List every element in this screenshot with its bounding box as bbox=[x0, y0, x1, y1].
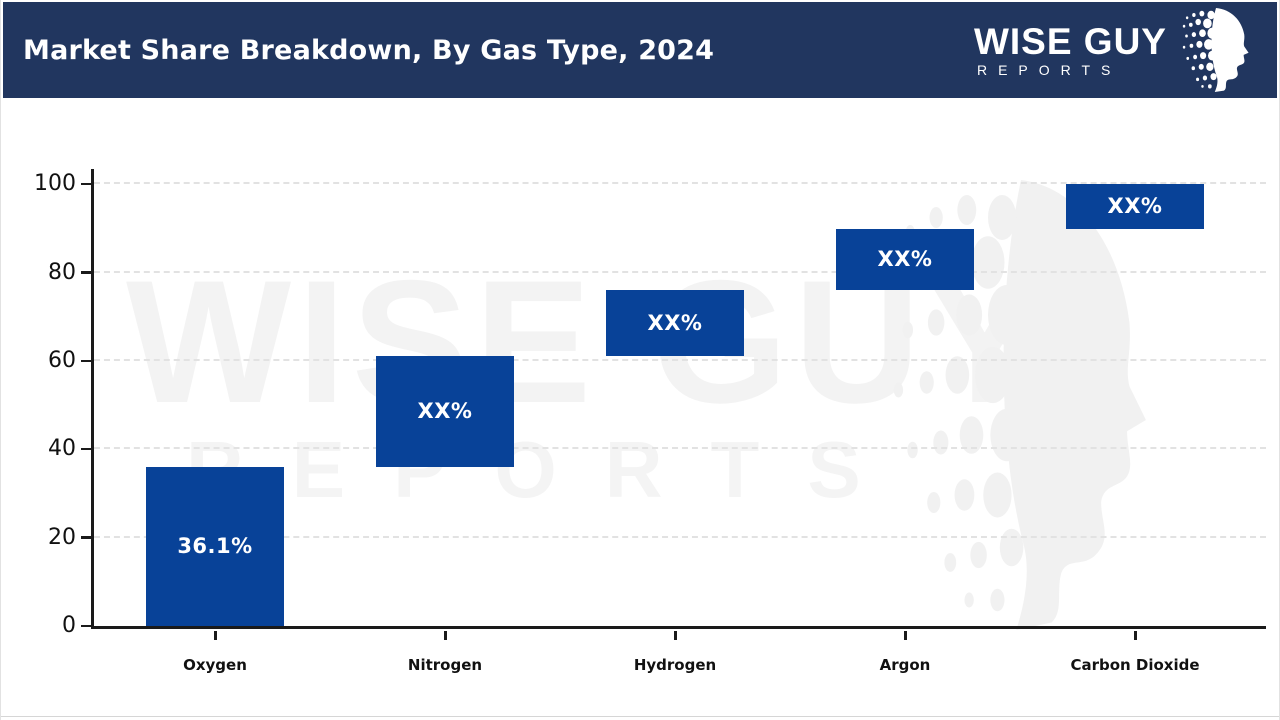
y-tick-label-60: 60 bbox=[48, 348, 76, 374]
bar-value-label-hydrogen: XX% bbox=[647, 310, 703, 335]
x-tick-label-nitrogen: Nitrogen bbox=[407, 656, 483, 674]
y-tick-label-80: 80 bbox=[48, 259, 76, 285]
page-title: Market Share Breakdown, By Gas Type, 202… bbox=[23, 34, 715, 66]
bar-hydrogen: XX% bbox=[606, 289, 744, 356]
y-tick-mark-20 bbox=[81, 536, 91, 539]
bar-value-label-carbon-dioxide: XX% bbox=[1107, 194, 1163, 219]
brand-name: WISE GUY bbox=[973, 21, 1167, 62]
gridline-y100 bbox=[94, 182, 1266, 185]
bar-nitrogen: XX% bbox=[376, 355, 514, 467]
x-tick-mark-argon bbox=[904, 631, 907, 640]
bottom-border-line bbox=[1, 716, 1279, 717]
bar-value-label-nitrogen: XX% bbox=[417, 399, 473, 424]
y-tick-label-0: 0 bbox=[62, 613, 76, 638]
x-tick-mark-hydrogen bbox=[674, 631, 677, 640]
brand-logo-text: WISE GUY REPORTS bbox=[974, 23, 1167, 77]
bar-argon: XX% bbox=[836, 228, 974, 290]
y-tick-mark-100 bbox=[81, 182, 91, 186]
plot-area: 0 20 40 60 80 100 36.1% Oxygen XX% Nitrogen XX% Hyd… bbox=[34, 169, 1266, 674]
gridline-y60 bbox=[94, 359, 1266, 362]
y-tick-mark-40 bbox=[81, 447, 91, 451]
x-tick-mark-oxygen bbox=[214, 631, 217, 640]
bar-oxygen: 36.1% bbox=[146, 466, 284, 626]
gridline-y40 bbox=[94, 447, 1266, 450]
x-tick-mark-nitrogen bbox=[444, 631, 447, 640]
bar-value-label-argon: XX% bbox=[877, 247, 933, 272]
x-tick-label-argon: Argon bbox=[879, 656, 931, 674]
x-tick-label-oxygen: Oxygen bbox=[183, 656, 247, 674]
y-tick-mark-60 bbox=[81, 359, 91, 363]
y-tick-label-100: 100 bbox=[34, 171, 76, 197]
y-tick-label-20: 20 bbox=[48, 524, 76, 550]
y-tick-mark-80 bbox=[81, 271, 91, 274]
x-tick-label-carbon-dioxide: Carbon Dioxide bbox=[1070, 656, 1200, 674]
gridline-y80 bbox=[94, 270, 1266, 273]
y-tick-mark-0 bbox=[81, 624, 91, 627]
y-tick-label-40: 40 bbox=[48, 436, 76, 462]
brand-logo: WISE GUY REPORTS bbox=[974, 8, 1259, 92]
header-band: Market Share Breakdown, By Gas Type, 202… bbox=[3, 2, 1277, 98]
bar-carbon-dioxide: XX% bbox=[1066, 183, 1204, 229]
x-tick-mark-carbon-dioxide bbox=[1134, 631, 1137, 640]
gridline-y20 bbox=[94, 535, 1266, 538]
x-tick-label-hydrogen: Hydrogen bbox=[633, 656, 717, 674]
bar-value-label-oxygen: 36.1% bbox=[177, 534, 253, 559]
brand-head-icon bbox=[1173, 8, 1259, 92]
brand-subtitle: REPORTS bbox=[976, 62, 1122, 78]
